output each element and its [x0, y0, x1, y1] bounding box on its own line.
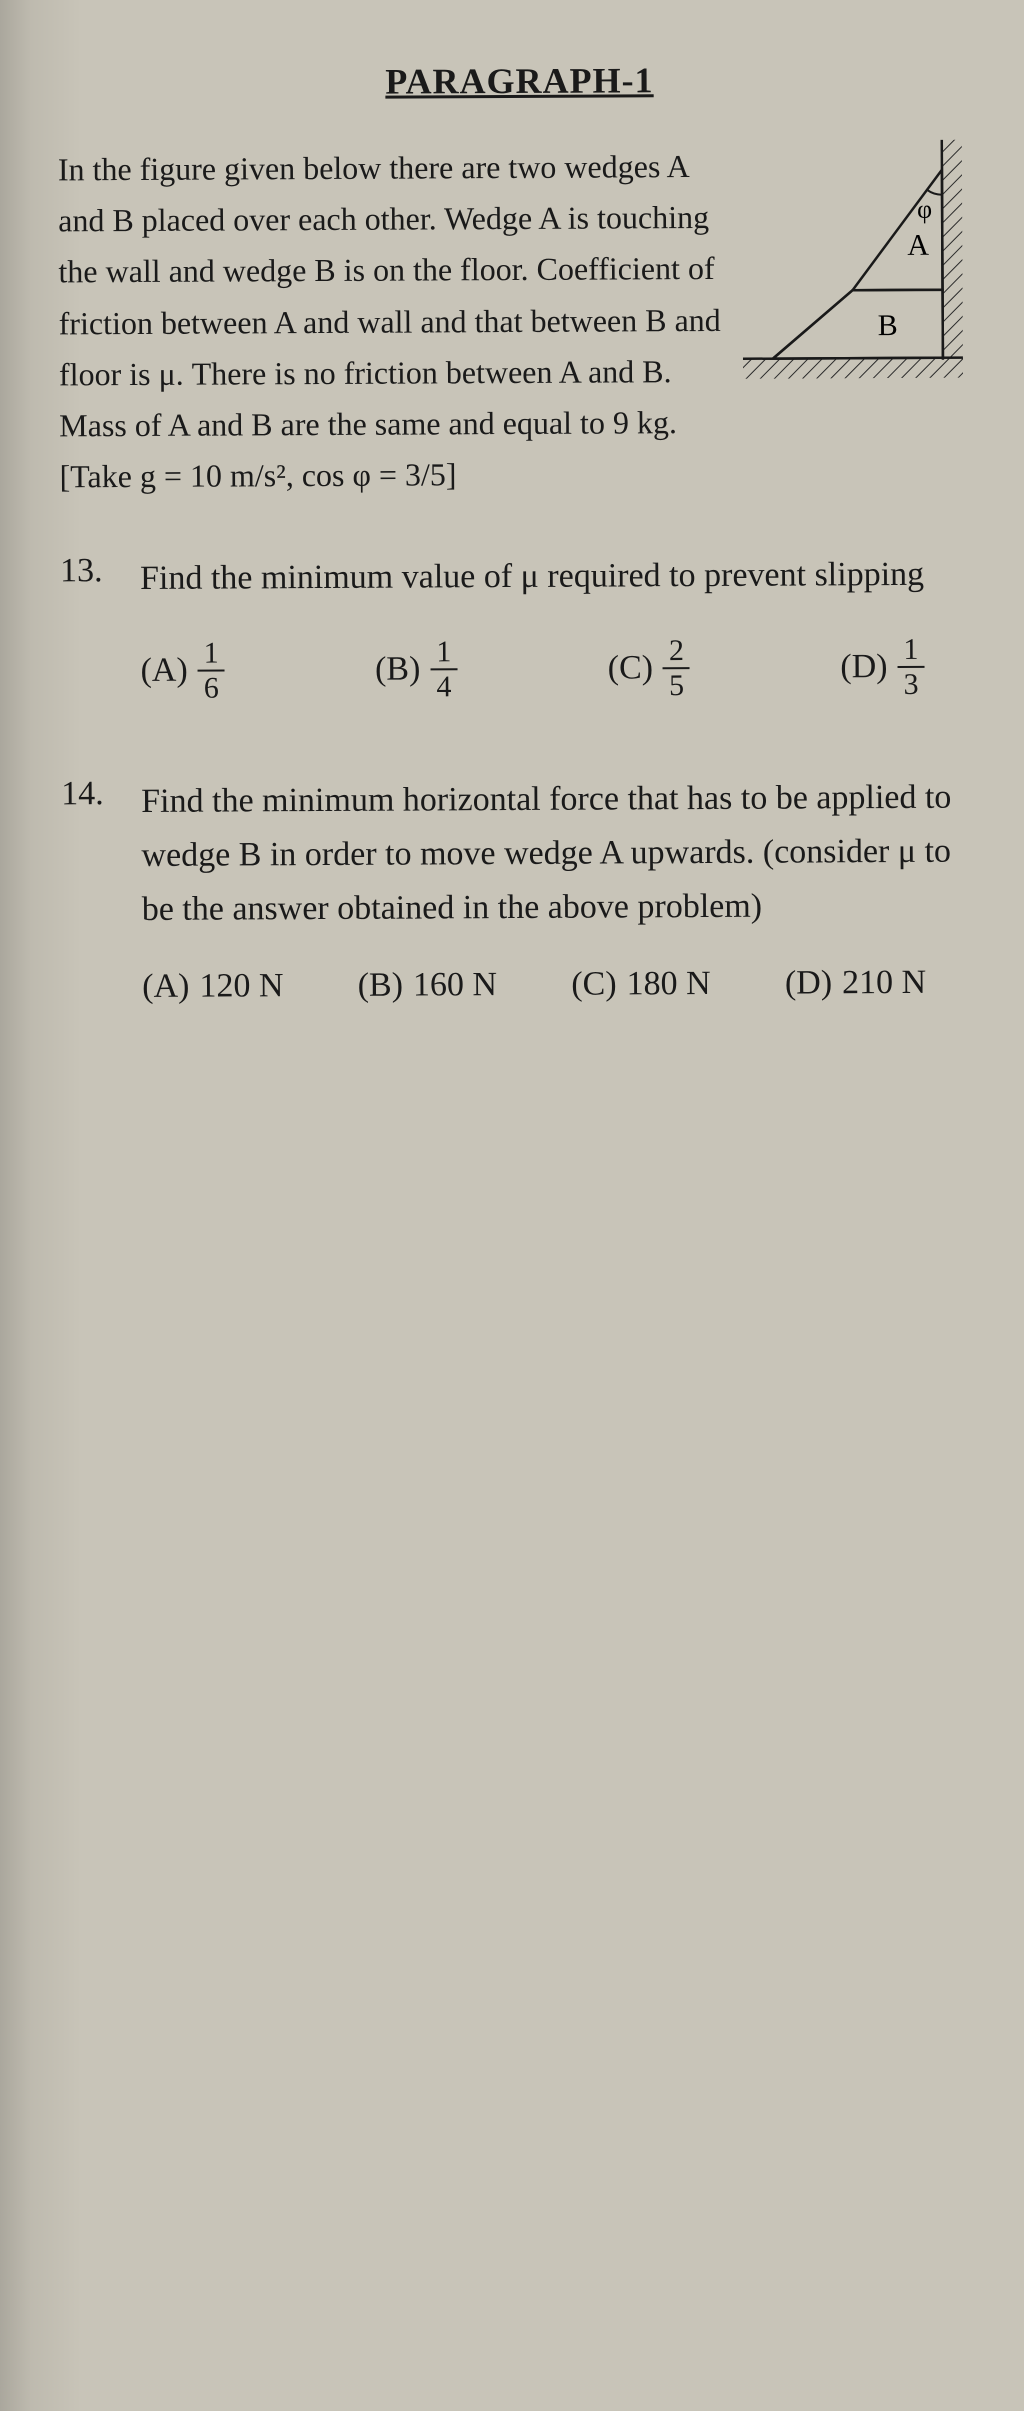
option-b: (B) 160 N: [358, 966, 498, 1005]
option-d: (D) 1 3: [840, 633, 925, 701]
wedge-figure: φ A B: [742, 140, 983, 381]
options-row: (A) 1 6 (B) 1 4 (C) 2: [140, 632, 984, 704]
passage-row: In the figure given below there are two …: [58, 140, 984, 503]
question-text: Find the minimum value of μ required to …: [140, 548, 984, 607]
angle-label: φ: [917, 195, 932, 224]
question-14: 14. Find the minimum horizontal force th…: [61, 770, 986, 1046]
option-a: (A) 120 N: [142, 967, 283, 1006]
option-letter: (A): [140, 651, 187, 689]
options-row: (A) 120 N (B) 160 N (C) 180 N (D) 210 N: [142, 963, 986, 1005]
paragraph-title: PARAGRAPH-1: [57, 58, 981, 105]
option-c: (C) 2 5: [608, 634, 691, 702]
question-13: 13. Find the minimum value of μ required…: [60, 548, 985, 745]
option-letter: (A): [142, 968, 189, 1006]
option-value: 180 N: [627, 965, 711, 1003]
option-value: 160 N: [413, 966, 497, 1004]
option-c: (C) 180 N: [571, 965, 711, 1004]
option-value: 210 N: [842, 964, 926, 1002]
option-d: (D) 210 N: [785, 964, 926, 1003]
question-number: 14.: [61, 775, 141, 813]
option-a: (A) 1 6: [140, 636, 225, 704]
option-letter: (C): [608, 649, 654, 687]
option-value: 120 N: [199, 967, 283, 1005]
option-letter: (D): [840, 648, 887, 686]
page-content: PARAGRAPH-1 In the figure given below th…: [0, 0, 1024, 1137]
option-letter: (C): [571, 965, 617, 1003]
fraction: 1 3: [897, 633, 924, 701]
wedge-a-label: A: [907, 229, 929, 262]
fraction: 1 4: [430, 635, 457, 703]
fraction: 2 5: [663, 634, 690, 702]
option-letter: (B): [358, 966, 404, 1004]
option-b: (B) 1 4: [375, 635, 458, 703]
question-number: 13.: [60, 552, 140, 590]
option-letter: (D): [785, 964, 832, 1002]
option-letter: (B): [375, 650, 421, 688]
question-text: Find the minimum horizontal force that h…: [141, 770, 986, 938]
wedge-b-label: B: [878, 309, 898, 342]
passage-text: In the figure given below there are two …: [58, 141, 744, 503]
fraction: 1 6: [198, 636, 225, 704]
